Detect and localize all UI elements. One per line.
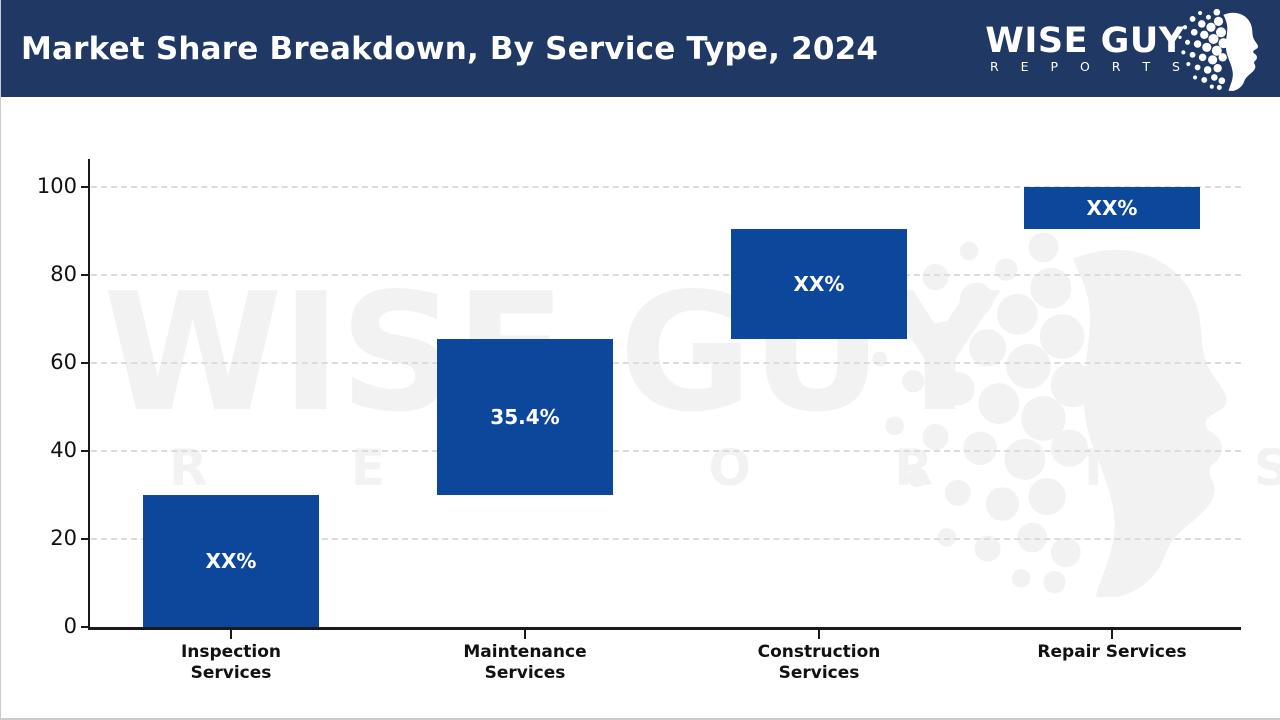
page-title: Market Share Breakdown, By Service Type,…: [21, 30, 879, 67]
x-category-label: Maintenance Services: [463, 642, 587, 683]
y-tick-label: 40: [50, 438, 77, 462]
y-axis-line: [88, 159, 90, 629]
y-gridline: [91, 362, 1241, 364]
bar: XX%: [143, 495, 319, 627]
y-gridline: [91, 538, 1241, 540]
y-tick-mark: [81, 450, 89, 452]
logo-wordmark: WISE GUY: [985, 20, 1185, 61]
header-bar: Market Share Breakdown, By Service Type,…: [1, 0, 1280, 97]
y-gridline: [91, 450, 1241, 452]
y-tick-mark: [81, 626, 89, 628]
y-gridline: [91, 274, 1241, 276]
watermark-face-dots: [857, 225, 1267, 601]
bar-value-label: XX%: [793, 272, 845, 297]
x-category-label: Inspection Services: [180, 642, 282, 683]
y-tick-label: 20: [50, 526, 77, 550]
bar: XX%: [731, 228, 907, 340]
y-tick-label: 0: [63, 614, 77, 638]
x-tick-mark: [230, 630, 232, 639]
x-tick-mark: [1111, 630, 1113, 639]
x-axis-line: [88, 627, 1241, 630]
y-tick-label: 80: [50, 262, 77, 286]
chart-area: WISE GUY R E P O R T S 0 20 40 60 80 100 XX% 35…: [1, 97, 1280, 718]
x-tick-mark: [524, 630, 526, 639]
bar-value-label: XX%: [205, 549, 257, 573]
bar-value-label: 35.4%: [490, 405, 560, 430]
y-tick-label: 100: [36, 174, 77, 198]
logo-text: WISE GUY R E P O R T S: [981, 20, 1189, 75]
bar-value-label: XX%: [1086, 195, 1138, 220]
x-tick-mark: [818, 630, 820, 639]
bar: XX%: [1024, 187, 1200, 229]
y-tick-mark: [81, 538, 89, 540]
y-tick-mark: [81, 186, 89, 188]
x-category-label: Repair Services: [1037, 642, 1187, 662]
y-tick-mark: [81, 274, 89, 276]
y-tick-mark: [81, 362, 89, 364]
wise-guy-reports-logo: WISE GUY R E P O R T S: [981, 4, 1267, 94]
y-tick-label: 60: [50, 350, 77, 374]
bar: 35.4%: [437, 339, 613, 495]
x-category-label: Construction Services: [757, 642, 881, 683]
y-gridline: [91, 186, 1241, 188]
logo-subtitle: R E P O R T S: [989, 59, 1189, 75]
